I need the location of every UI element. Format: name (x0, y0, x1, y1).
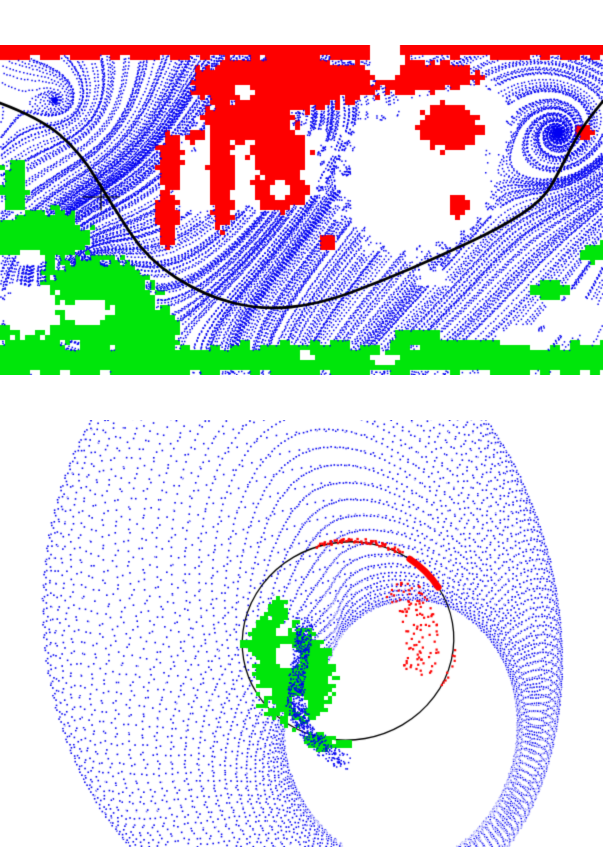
torus-3d-plot (0, 420, 603, 847)
parameter-plane-plot (0, 45, 603, 375)
